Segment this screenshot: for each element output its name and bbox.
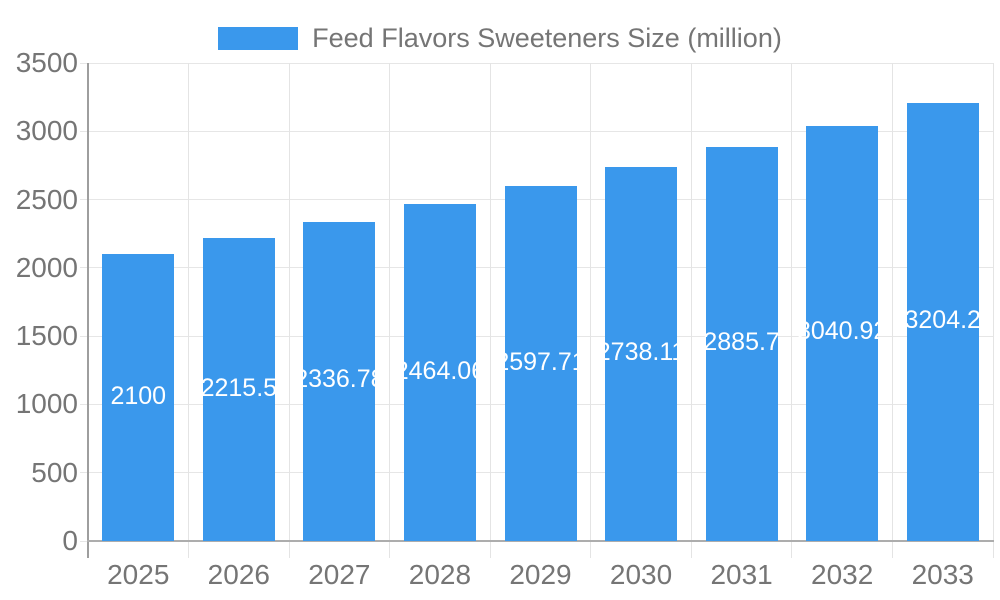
x-axis-tick-label: 2027 bbox=[308, 559, 371, 590]
y-axis-tick-label: 3500 bbox=[15, 47, 78, 78]
x-axis-tick-label: 2033 bbox=[911, 559, 974, 590]
x-gridline bbox=[992, 63, 994, 558]
x-gridline bbox=[690, 63, 692, 558]
bar-value-label: 2100 bbox=[110, 381, 167, 410]
y-axis-tick-label: 1500 bbox=[15, 320, 78, 352]
bar-value-label: 2464.06 bbox=[394, 356, 486, 385]
bar[interactable] bbox=[102, 254, 175, 541]
bar-value-label: 3204.2 bbox=[904, 306, 981, 335]
y-axis-line bbox=[87, 63, 89, 558]
bar[interactable] bbox=[705, 146, 778, 541]
bar[interactable] bbox=[202, 238, 275, 541]
y-axis-tick-label: 0 bbox=[62, 525, 78, 556]
bar-value-label: 2885.7 bbox=[703, 327, 780, 356]
x-gridline bbox=[489, 63, 491, 558]
legend-label: Feed Flavors Sweeteners Size (million) bbox=[312, 23, 782, 53]
legend-swatch-icon bbox=[218, 27, 299, 50]
x-gridline bbox=[891, 63, 893, 558]
x-axis-line bbox=[87, 540, 994, 542]
bar-value-label: 3040.92 bbox=[796, 317, 888, 346]
legend[interactable]: Feed Flavors Sweeteners Size (million) bbox=[0, 23, 1000, 54]
bar-value-label: 2738.11 bbox=[596, 338, 686, 367]
y-axis-tick-label: 1000 bbox=[15, 388, 78, 420]
x-axis-tick-label: 2029 bbox=[509, 559, 572, 590]
bar[interactable] bbox=[906, 103, 979, 541]
y-gridline bbox=[80, 130, 993, 132]
y-axis-tick-label: 2000 bbox=[15, 251, 78, 283]
bar[interactable] bbox=[806, 125, 879, 541]
bar-value-label: 2215.5 bbox=[200, 373, 278, 402]
x-axis-tick-label: 2030 bbox=[609, 559, 673, 590]
x-axis-tick-label: 2026 bbox=[207, 559, 270, 590]
x-gridline bbox=[590, 63, 592, 558]
x-gridline bbox=[791, 63, 793, 558]
x-axis-tick-label: 2032 bbox=[811, 559, 874, 590]
y-axis-tick-label: 2500 bbox=[15, 183, 78, 215]
bar-value-label: 2597.71 bbox=[495, 347, 586, 376]
bar-value-label: 2336.78 bbox=[294, 365, 385, 394]
bar[interactable] bbox=[504, 186, 577, 541]
bar[interactable] bbox=[605, 167, 678, 541]
x-gridline bbox=[188, 63, 190, 558]
y-axis-tick-label: 3000 bbox=[15, 115, 78, 147]
x-gridline bbox=[288, 63, 290, 558]
bar[interactable] bbox=[403, 204, 476, 541]
y-gridline bbox=[80, 62, 993, 64]
x-axis-tick-label: 2028 bbox=[408, 559, 472, 590]
bar[interactable] bbox=[303, 221, 376, 541]
y-axis-tick-label: 500 bbox=[31, 456, 78, 488]
x-gridline bbox=[389, 63, 391, 558]
x-axis-tick-label: 2031 bbox=[710, 559, 773, 590]
x-axis-tick-label: 2025 bbox=[107, 559, 170, 590]
